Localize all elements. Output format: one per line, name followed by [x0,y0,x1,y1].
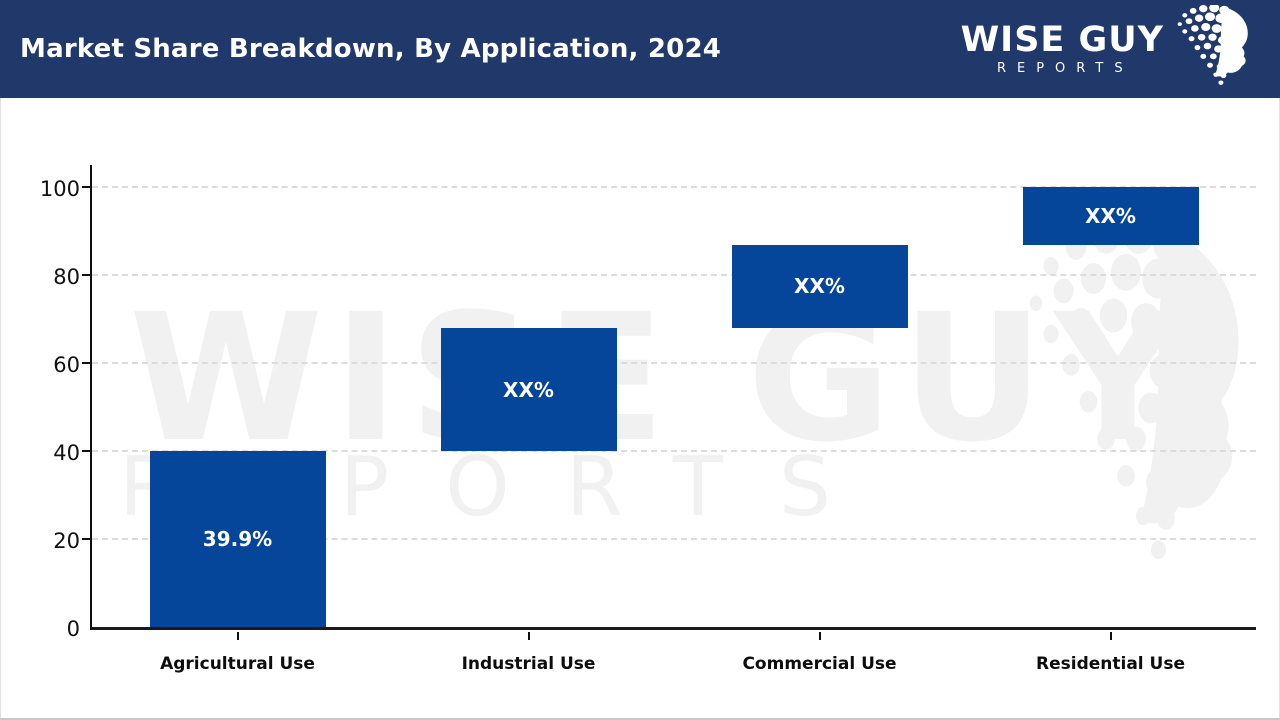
waterfall-bar: XX% [440,327,617,452]
y-axis-tick-mark [82,274,90,276]
y-axis-tick-label: 0 [66,617,80,641]
y-axis-tick-label: 100 [39,177,80,201]
dotted-head-icon [1177,5,1248,85]
chart-area: WISE GUY REPORTS 0 20 40 60 80 100 39.9% Agricu… [0,98,1280,718]
waterfall-bar: XX% [1022,187,1199,246]
gridline [92,274,1256,276]
gridline [92,186,1256,188]
gridline [92,538,1256,540]
brand-name: WISE GUY [960,20,1164,60]
x-axis-category-label: Commercial Use [742,654,897,674]
x-axis-category-label: Agricultural Use [160,654,315,674]
y-axis-tick-label: 20 [53,529,80,553]
brand-logo-text: WISE GUY REPORTS [960,20,1164,76]
y-axis-tick-mark [82,450,90,452]
y-axis-tick-mark [82,362,90,364]
y-axis-tick-mark [82,538,90,540]
x-axis-tick-mark [236,632,239,640]
x-axis-tick-mark [527,632,530,640]
x-axis-category-label: Residential Use [1036,654,1185,674]
gridline [92,450,1256,452]
brand-logo: WISE GUY REPORTS [961,5,1252,93]
y-axis-tick-label: 60 [53,353,80,377]
bar-value-label: XX% [503,377,554,402]
y-axis-tick-label: 40 [53,441,80,465]
y-axis-tick-label: 80 [53,265,80,289]
waterfall-bar: XX% [731,245,908,328]
x-axis-tick-mark [1109,632,1112,640]
watermark-text-primary: WISE GUY [129,276,1192,481]
bar-value-label: XX% [1085,204,1136,229]
x-axis-category-label: Industrial Use [461,654,596,674]
gridline [92,362,1256,364]
bar-value-label: 39.9% [202,527,273,552]
header-bar: Market Share Breakdown, By Application, … [0,0,1280,98]
bar-value-label: XX% [794,274,845,299]
y-axis-tick-mark [82,186,90,188]
page-title: Market Share Breakdown, By Application, … [20,34,722,64]
x-axis-tick-mark [818,632,821,640]
brand-subname: REPORTS [996,61,1134,76]
plot-area: 0 20 40 60 80 100 39.9% Agricultural Use XX% Indu… [40,165,1256,674]
waterfall-bar: 39.9% [149,451,326,627]
